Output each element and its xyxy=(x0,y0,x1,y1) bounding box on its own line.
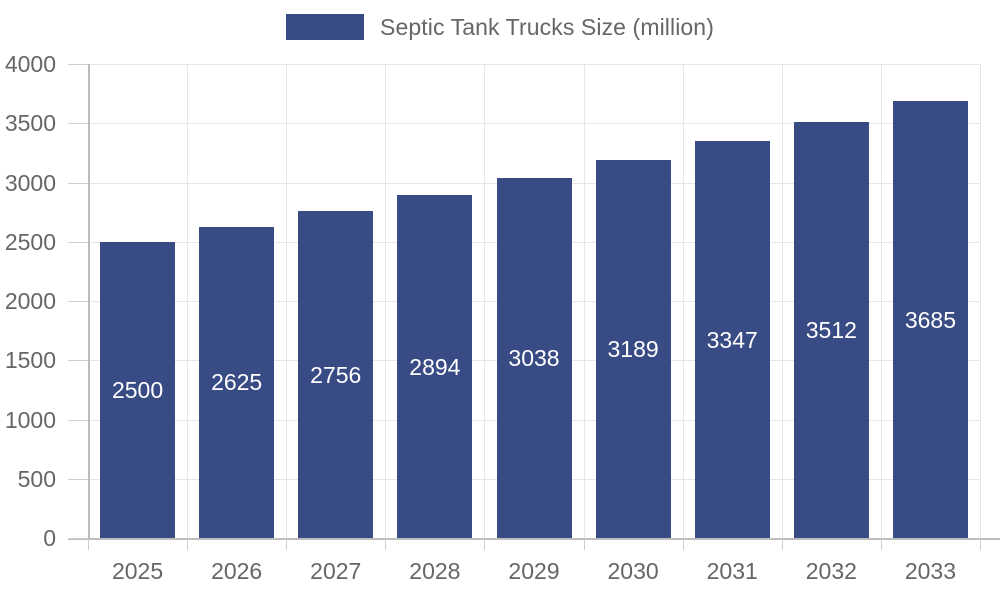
gridline-horizontal xyxy=(88,123,980,125)
bar-2029[interactable] xyxy=(496,178,572,538)
bar-2031[interactable] xyxy=(694,141,770,538)
x-axis-tick-label: 2026 xyxy=(211,558,263,584)
bar-2027[interactable] xyxy=(298,211,374,538)
y-axis-tick-label: 2000 xyxy=(4,288,56,314)
x-axis-tick xyxy=(484,539,486,550)
y-axis-tick xyxy=(68,419,88,421)
bar-2026[interactable] xyxy=(199,226,275,538)
bar-2028[interactable] xyxy=(397,195,473,538)
gridline-vertical xyxy=(583,64,585,538)
gridline-vertical xyxy=(385,64,387,538)
y-axis-tick-label: 3000 xyxy=(4,169,56,196)
x-axis-tick xyxy=(980,539,981,550)
y-axis-tick-label: 1500 xyxy=(4,347,56,374)
y-axis-tick xyxy=(68,360,88,362)
gridline-vertical xyxy=(484,64,486,538)
gridline-vertical xyxy=(286,64,288,538)
x-axis-tick-label: 2028 xyxy=(409,558,461,584)
plot-area: 2500 2625 2756 2894 3038 3189 3347 3512 3685 xyxy=(88,64,981,539)
bar-2025[interactable] xyxy=(100,241,176,538)
chart-legend: Septic Tank Trucks Size (million) xyxy=(0,6,1000,48)
x-axis-tick-label: 2025 xyxy=(111,558,164,584)
y-axis-tick xyxy=(68,64,88,65)
gridline-vertical xyxy=(187,64,189,538)
gridline-vertical xyxy=(880,64,882,538)
y-axis-tick-label: 0 xyxy=(43,525,56,551)
y-axis-tick xyxy=(68,478,88,480)
legend-swatch-icon xyxy=(286,14,365,40)
y-axis-tick-label: 500 xyxy=(17,465,56,492)
x-axis-tick xyxy=(88,539,89,550)
legend-item-septic-tank-trucks-size[interactable]: Septic Tank Trucks Size (million) xyxy=(286,14,714,41)
x-axis-tick-label: 2033 xyxy=(904,558,957,584)
x-axis-tick xyxy=(880,539,882,550)
y-axis-tick-label: 3500 xyxy=(4,110,56,137)
x-axis-tick-label: 2029 xyxy=(508,558,560,584)
x-axis-tick xyxy=(286,539,288,550)
gridline-vertical xyxy=(980,64,981,538)
y-axis-tick xyxy=(68,123,88,125)
bar-2033[interactable] xyxy=(892,101,968,538)
x-axis-tick xyxy=(583,539,585,550)
x-axis-tick-label: 2031 xyxy=(706,558,758,584)
legend-item-label: Septic Tank Trucks Size (million) xyxy=(380,13,714,40)
y-axis-tick xyxy=(68,241,88,243)
x-axis-tick xyxy=(781,539,783,550)
bar-2032[interactable] xyxy=(793,121,869,538)
x-axis-tick xyxy=(385,539,387,550)
y-axis-tick-label: 2500 xyxy=(4,228,56,255)
y-axis-tick xyxy=(68,182,88,184)
x-axis-tick-label: 2030 xyxy=(607,558,659,584)
y-axis-line xyxy=(88,64,90,538)
y-axis-tick xyxy=(68,301,88,302)
y-axis-tick xyxy=(68,538,88,539)
y-axis-tick-label: 1000 xyxy=(4,406,56,433)
y-axis-tick-label: 4000 xyxy=(4,51,56,77)
x-axis-tick xyxy=(682,539,684,550)
gridline-horizontal xyxy=(88,64,980,65)
x-axis-tick-label: 2027 xyxy=(310,558,362,584)
gridline-vertical xyxy=(781,64,783,538)
x-axis-tick xyxy=(187,539,189,550)
bar-2030[interactable] xyxy=(595,160,671,538)
gridline-vertical xyxy=(682,64,684,538)
x-axis-line xyxy=(68,538,1000,540)
x-axis-tick-label: 2032 xyxy=(805,558,857,584)
